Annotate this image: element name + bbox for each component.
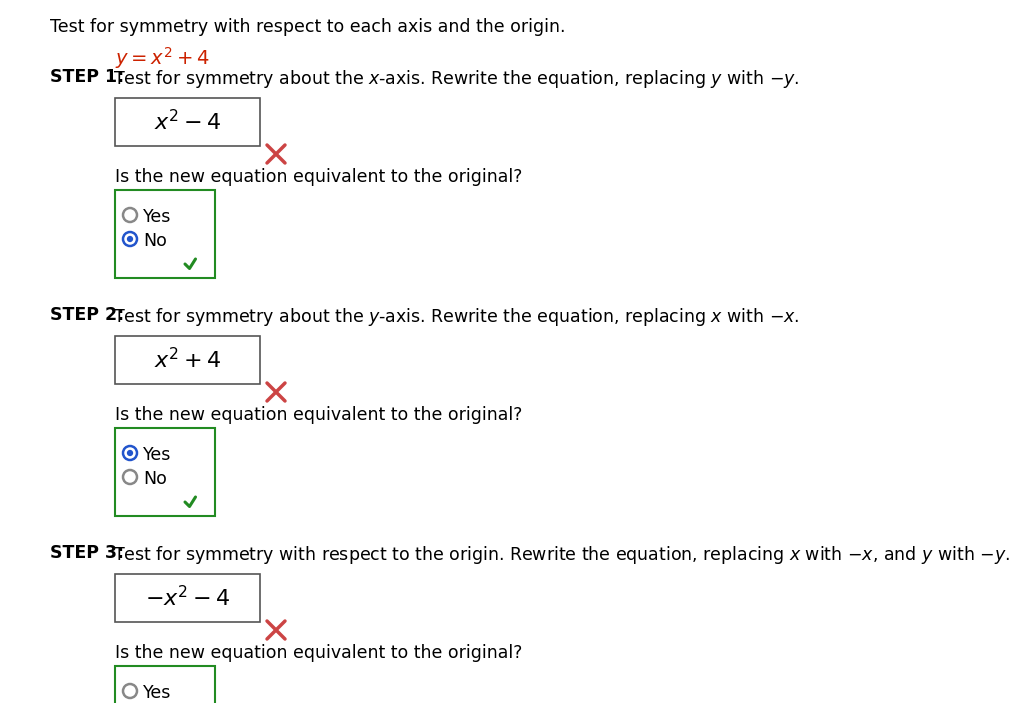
Bar — [115, 336, 260, 384]
Text: $y = x^2 + 4$: $y = x^2 + 4$ — [115, 45, 210, 71]
Text: Is the new equation equivalent to the original?: Is the new equation equivalent to the or… — [115, 644, 522, 662]
Text: Is the new equation equivalent to the original?: Is the new equation equivalent to the or… — [115, 406, 522, 424]
Bar — [115, 666, 215, 703]
Text: STEP 3:: STEP 3: — [50, 544, 124, 562]
Bar — [115, 428, 215, 516]
Circle shape — [123, 232, 137, 246]
Text: Test for symmetry with respect to each axis and the origin.: Test for symmetry with respect to each a… — [50, 18, 565, 36]
Text: $-x^2 - 4$: $-x^2 - 4$ — [144, 586, 230, 611]
Text: Test for symmetry about the $y$-axis. Rewrite the equation, replacing $x$ with $: Test for symmetry about the $y$-axis. Re… — [113, 306, 800, 328]
Text: $x^2 + 4$: $x^2 + 4$ — [154, 347, 221, 373]
Circle shape — [123, 446, 137, 460]
Circle shape — [123, 470, 137, 484]
Bar — [115, 98, 260, 146]
Text: Yes: Yes — [143, 446, 171, 464]
Bar — [115, 574, 260, 622]
Circle shape — [127, 236, 133, 242]
Text: STEP 2:: STEP 2: — [50, 306, 124, 324]
Circle shape — [123, 208, 137, 222]
Bar — [115, 190, 215, 278]
Text: No: No — [143, 232, 167, 250]
Text: Test for symmetry with respect to the origin. Rewrite the equation, replacing $x: Test for symmetry with respect to the or… — [113, 544, 1010, 566]
Text: STEP 1:: STEP 1: — [50, 68, 124, 86]
Text: $x^2 - 4$: $x^2 - 4$ — [154, 110, 221, 134]
Text: Yes: Yes — [143, 684, 171, 702]
Text: Test for symmetry about the $x$-axis. Rewrite the equation, replacing $y$ with $: Test for symmetry about the $x$-axis. Re… — [113, 68, 800, 90]
Text: Yes: Yes — [143, 208, 171, 226]
Text: Is the new equation equivalent to the original?: Is the new equation equivalent to the or… — [115, 168, 522, 186]
Circle shape — [127, 450, 133, 456]
Text: No: No — [143, 470, 167, 488]
Circle shape — [123, 684, 137, 698]
